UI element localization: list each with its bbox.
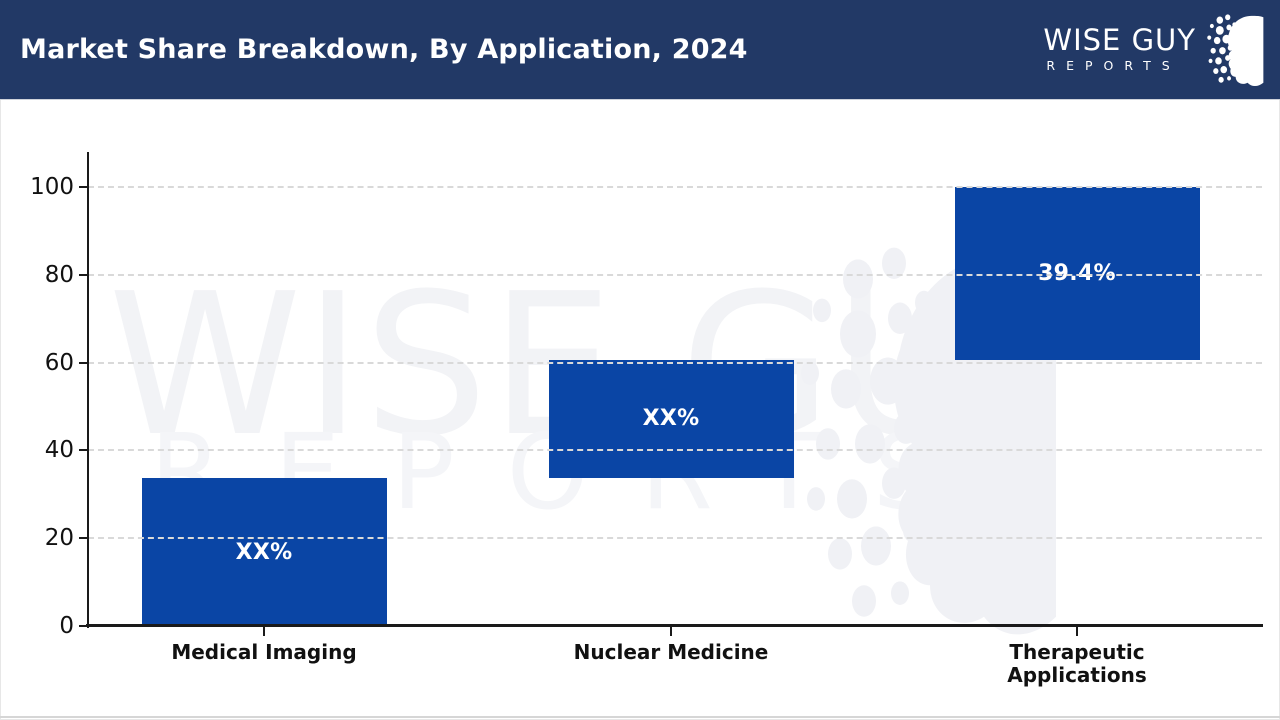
x-axis-spine	[86, 624, 1263, 627]
gridline-60	[88, 361, 1262, 364]
gridline-80	[88, 273, 1262, 276]
x-category-label-1: Nuclear Medicine	[573, 640, 769, 664]
wiseguy-logo: WISE GUY REPORTS	[1043, 10, 1280, 90]
y-tick-mark-100	[79, 186, 88, 188]
chart-title: Market Share Breakdown, By Application, …	[20, 34, 748, 65]
bar-value-label: XX%	[642, 406, 700, 432]
gridline-40	[88, 449, 1262, 452]
y-axis-spine	[87, 152, 89, 628]
y-tick-mark-0	[79, 625, 88, 627]
logo-wiseguy-label: WISE GUY	[1043, 23, 1196, 58]
y-tick-label-100: 100	[30, 174, 74, 200]
bar-value-label: XX%	[235, 539, 293, 565]
wiseguy-face-icon	[1207, 13, 1264, 86]
y-tick-label-20: 20	[44, 525, 74, 552]
x-category-label-0: Medical Imaging	[171, 640, 357, 664]
gridline-20	[88, 537, 1262, 540]
gridline-100	[88, 186, 1262, 188]
y-tick-mark-60	[79, 361, 88, 364]
bottom-divider	[0, 716, 1280, 718]
x-category-label-2: Therapeutic Applications	[1007, 640, 1147, 687]
bar-nuclear-medicine: XX%	[548, 359, 794, 479]
wiseguy-logo-text: WISE GUY REPORTS	[1043, 26, 1196, 73]
y-tick-label-80: 80	[44, 261, 74, 288]
bar-medical-imaging: XX%	[141, 478, 387, 626]
y-tick-label-0: 0	[59, 613, 74, 639]
y-tick-label-40: 40	[44, 437, 74, 464]
y-tick-mark-20	[79, 537, 88, 540]
x-tick-mark-0	[263, 627, 265, 636]
y-tick-label-60: 60	[44, 349, 74, 376]
x-tick-mark-1	[670, 627, 672, 636]
x-tick-mark-2	[1076, 627, 1078, 636]
logo-reports-label: REPORTS	[1046, 58, 1181, 74]
header-bar: Market Share Breakdown, By Application, …	[0, 0, 1280, 100]
y-tick-mark-40	[79, 449, 88, 452]
y-tick-mark-80	[79, 273, 88, 276]
